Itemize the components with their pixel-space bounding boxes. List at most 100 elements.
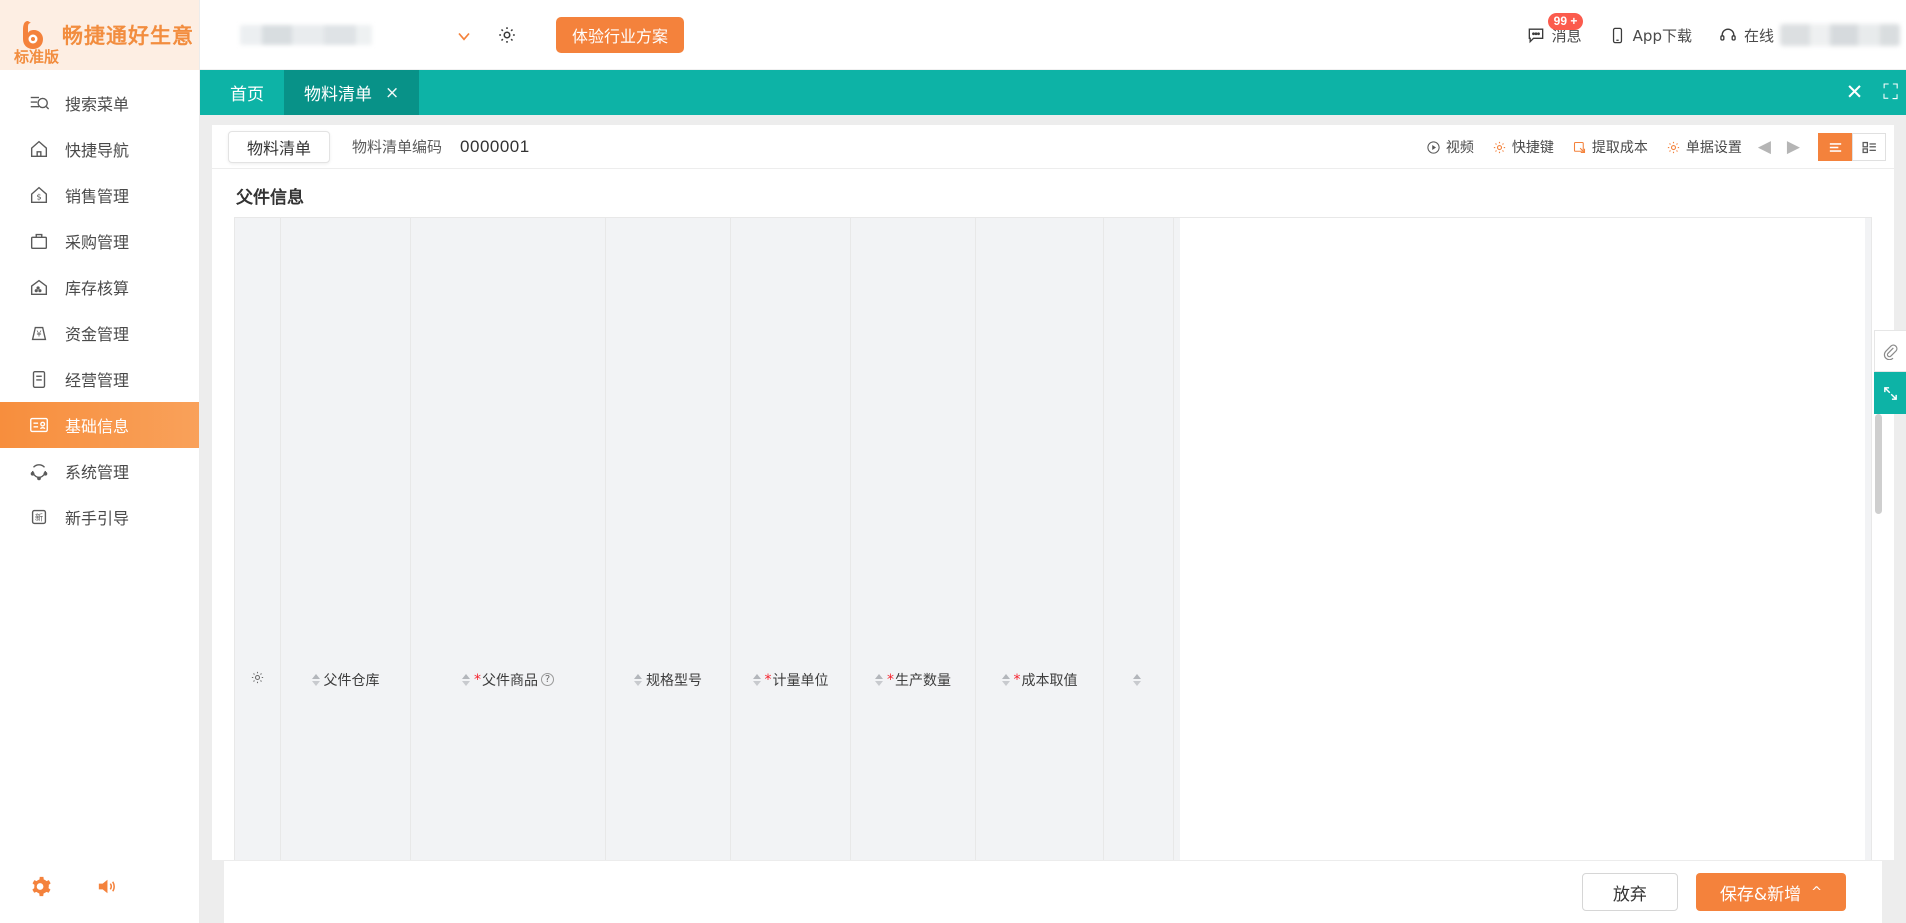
topbar: 体验行业方案 消息 99 + App下载 xyxy=(200,0,1906,70)
sidebar-item-label: 销售管理 xyxy=(65,187,130,206)
card-body: 父件信息 父件仓库 xyxy=(212,169,1894,860)
card-header: 物料清单 物料清单编码 0000001 视频 xyxy=(212,125,1894,169)
messages-badge: 99 + xyxy=(1547,12,1584,30)
sidebar-item-label: 资金管理 xyxy=(65,325,130,344)
required-mark: * xyxy=(887,671,894,688)
sidebar-item-inventory[interactable]: 库存核算 xyxy=(0,264,199,310)
required-mark: * xyxy=(764,671,772,688)
col-label: 计量单位 xyxy=(772,672,829,689)
gear-orange-icon xyxy=(1492,140,1507,155)
sidebar-item-label: 新手引导 xyxy=(65,509,130,528)
sidebar-item-label: 基础信息 xyxy=(65,417,130,436)
tab-home[interactable]: 首页 xyxy=(210,70,284,115)
chevron-right-icon[interactable]: ▶ xyxy=(1786,137,1800,156)
sort-icon[interactable] xyxy=(311,673,320,686)
sort-icon[interactable] xyxy=(752,673,761,686)
app-download-label: App下载 xyxy=(1632,26,1692,45)
bom-form-card: 物料清单 物料清单编码 0000001 视频 xyxy=(212,125,1894,860)
close-icon[interactable]: × xyxy=(385,82,400,103)
col-label: 父件商品 xyxy=(482,672,538,689)
sales-icon: $ xyxy=(26,182,52,208)
b-logo-icon xyxy=(14,13,58,57)
required-mark: * xyxy=(1013,671,1021,688)
document-settings-button[interactable]: 单据设置 xyxy=(1666,137,1742,157)
shortcut-button[interactable]: 快捷键 xyxy=(1492,137,1554,157)
gear-icon[interactable] xyxy=(496,24,518,51)
video-button[interactable]: 视频 xyxy=(1426,137,1474,157)
user-name-redacted[interactable] xyxy=(1780,24,1900,46)
sidebar: 畅捷通好生意 标准版 搜索菜单 快捷导航 $ 销售管理 xyxy=(0,0,200,923)
sort-icon[interactable] xyxy=(875,673,883,686)
col-production-qty[interactable]: * 生产数量 xyxy=(850,217,976,860)
gear-icon[interactable] xyxy=(30,875,53,903)
sort-icon[interactable] xyxy=(462,673,470,686)
column-settings-icon[interactable] xyxy=(250,670,265,689)
sidebar-item-basic-info[interactable]: 基础信息 xyxy=(0,402,199,448)
col-parent-product[interactable]: * 父件商品? xyxy=(410,217,606,860)
sidebar-item-funds[interactable]: ¥ 资金管理 xyxy=(0,310,199,356)
svg-text:新: 新 xyxy=(35,513,43,523)
col-parent-warehouse[interactable]: 父件仓库 xyxy=(280,217,411,860)
chevron-left-icon[interactable]: ◀ xyxy=(1757,137,1771,156)
shortcut-label: 快捷键 xyxy=(1511,140,1554,156)
messages-button[interactable]: 消息 99 + xyxy=(1526,12,1584,46)
document-code-label: 物料清单编码 xyxy=(352,138,443,156)
view-mode-toggle xyxy=(1818,133,1886,161)
col-unit[interactable]: * 计量单位 xyxy=(730,217,851,860)
close-icon[interactable]: ✕ xyxy=(1845,81,1864,104)
tab-strip: 首页 物料清单 × ✕ ⛶ xyxy=(200,70,1906,115)
message-icon xyxy=(1526,25,1546,45)
sidebar-item-new-guide[interactable]: 新 新手引导 xyxy=(0,494,199,540)
app-download-button[interactable]: App下载 xyxy=(1608,25,1692,46)
sub-tab-bom[interactable]: 物料清单 xyxy=(228,130,331,163)
expand-arrows-icon[interactable] xyxy=(1874,372,1906,414)
chevron-down-icon[interactable] xyxy=(454,26,474,51)
col-cost-amount[interactable]: 成本金额 xyxy=(1173,217,1872,860)
topbar-right: 消息 99 + App下载 在线 xyxy=(1500,0,1906,70)
sidebar-item-label: 经营管理 xyxy=(65,371,130,390)
sidebar-item-search-menu[interactable]: 搜索菜单 xyxy=(0,80,199,126)
tab-strip-controls: ✕ ⛶ xyxy=(1826,70,1898,115)
messages-label: 消息 xyxy=(1551,26,1582,45)
sidebar-footer xyxy=(0,865,200,913)
sort-icon[interactable] xyxy=(634,673,642,686)
organization-selector[interactable] xyxy=(240,18,540,52)
experience-industry-solution-button[interactable]: 体验行业方案 xyxy=(556,16,685,53)
paperclip-icon[interactable] xyxy=(1874,330,1906,372)
cancel-button[interactable]: 放弃 xyxy=(1581,873,1678,911)
expand-icon[interactable]: ⛶ xyxy=(1883,81,1898,104)
sidebar-menu: 搜索菜单 快捷导航 $ 销售管理 采购管理 xyxy=(0,70,199,540)
col-spec[interactable]: 规格型号 xyxy=(605,217,731,860)
sort-icon[interactable] xyxy=(1001,673,1010,686)
col-extra[interactable] xyxy=(1103,217,1174,860)
sound-icon[interactable] xyxy=(95,875,118,903)
save-and-add-button[interactable]: 保存&新增 ^ xyxy=(1695,873,1846,911)
child-table-scrollbar[interactable] xyxy=(1875,414,1882,514)
svg-text:$: $ xyxy=(36,192,41,202)
sidebar-item-sales[interactable]: $ 销售管理 xyxy=(0,172,199,218)
brand-name: 畅捷通好生意 xyxy=(62,24,194,48)
parent-section-title: 父件信息 xyxy=(236,188,304,208)
sidebar-item-system[interactable]: 系统管理 xyxy=(0,448,199,494)
clipboard-icon xyxy=(26,366,52,392)
system-dots-icon xyxy=(26,458,52,484)
sidebar-item-label: 系统管理 xyxy=(65,463,130,482)
sidebar-item-quick-nav[interactable]: 快捷导航 xyxy=(0,126,199,172)
col-label: 父件仓库 xyxy=(323,672,380,689)
tab-bom[interactable]: 物料清单 × xyxy=(284,70,420,115)
column-settings-header[interactable] xyxy=(234,217,281,860)
sidebar-item-label: 快捷导航 xyxy=(65,141,130,160)
sort-icon[interactable] xyxy=(1132,673,1141,686)
app-logo[interactable]: 畅捷通好生意 标准版 xyxy=(0,0,199,70)
parent-table: 父件仓库 *父件商品? 规格型号 *计量单位 *生产数量 *成本取值 成本金额 xyxy=(234,217,1872,860)
card-view-icon[interactable] xyxy=(1852,133,1886,161)
sidebar-item-purchase[interactable]: 采购管理 xyxy=(0,218,199,264)
help-icon[interactable]: ? xyxy=(541,673,554,686)
home-icon xyxy=(26,136,52,162)
extract-cost-button[interactable]: 提取成本 xyxy=(1572,137,1648,157)
col-cost-basis[interactable]: * 成本取值 xyxy=(975,217,1104,860)
online-service-button[interactable]: 在线 xyxy=(1718,24,1900,46)
list-view-icon[interactable] xyxy=(1818,133,1852,161)
sidebar-item-operations[interactable]: 经营管理 xyxy=(0,356,199,402)
